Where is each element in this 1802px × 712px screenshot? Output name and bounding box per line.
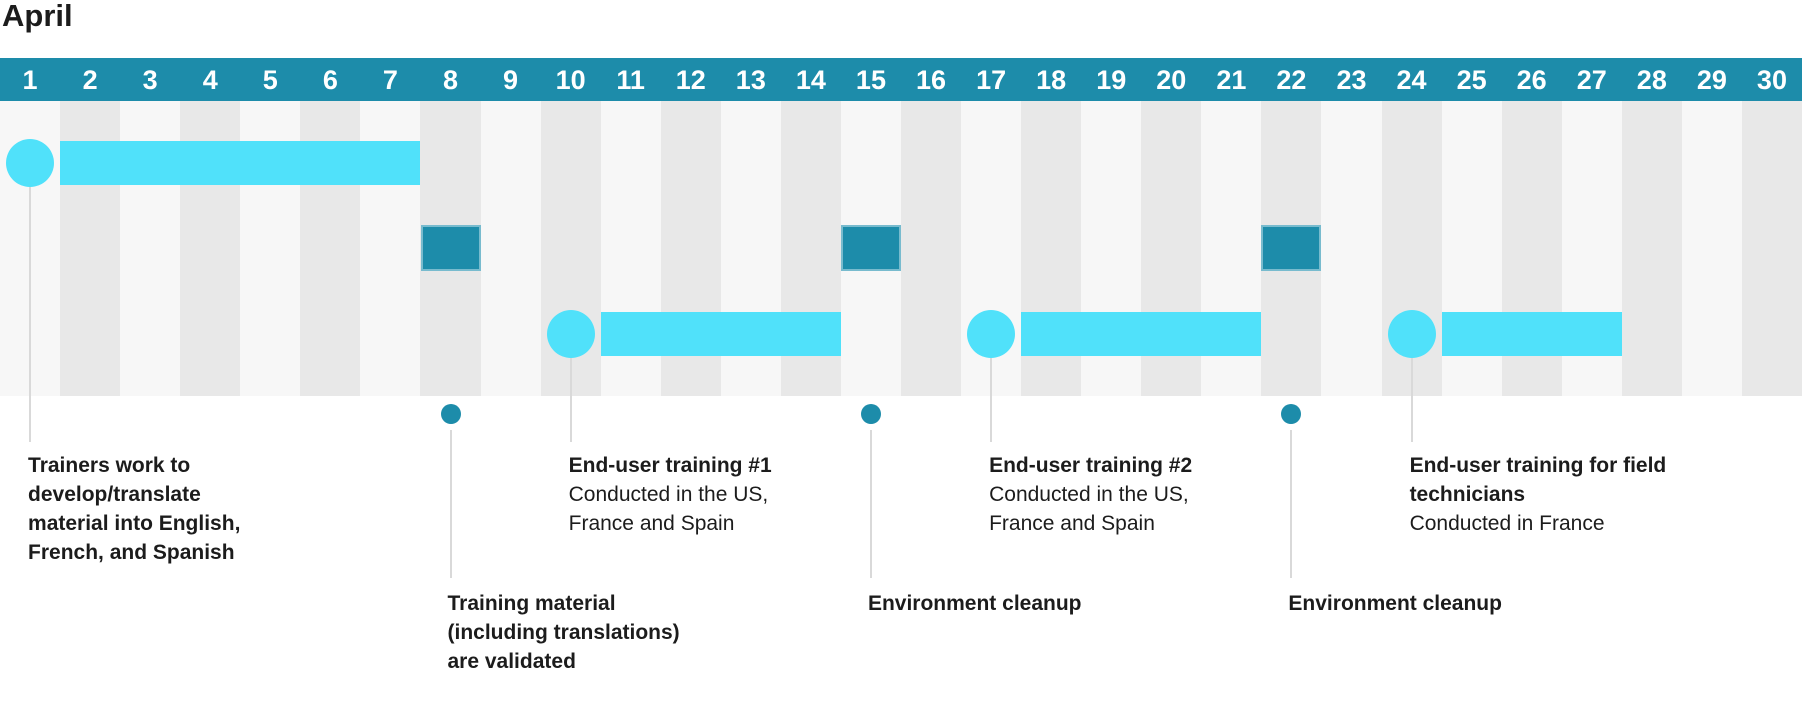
annotation-title-line: are validated [447, 650, 576, 673]
day-label: 29 [1696, 65, 1727, 95]
annotation-title-line: End-user training #1 [568, 454, 772, 477]
connector-line [869, 430, 872, 578]
connector-line [990, 358, 993, 442]
task-bar [600, 312, 841, 356]
day-label: 20 [1156, 65, 1187, 95]
day-label: 12 [675, 65, 706, 95]
milestone-dot [1281, 404, 1302, 424]
day-label: 16 [916, 65, 947, 95]
day-stripe [1741, 101, 1802, 396]
annotation-title-line: End-user training for field [1409, 454, 1667, 477]
annotation: End-user training for field technicians Co… [1410, 451, 1667, 538]
day-label: 27 [1576, 65, 1607, 95]
annotation-title-line: Environment cleanup [1288, 592, 1502, 615]
day-label: 18 [1036, 65, 1067, 95]
day-stripe [1621, 101, 1682, 396]
day-label: 11 [616, 65, 645, 95]
day-label: 28 [1636, 65, 1667, 95]
day-label: 26 [1516, 65, 1547, 95]
day-label: 17 [976, 65, 1007, 95]
day-label: 24 [1396, 65, 1427, 95]
day-label: 8 [442, 65, 458, 95]
connector-line [29, 187, 32, 442]
day-label: 23 [1336, 65, 1367, 95]
annotation-title-line: Environment cleanup [867, 592, 1082, 615]
day-label: 4 [202, 65, 218, 95]
day-label: 10 [555, 65, 586, 95]
day-label: 13 [735, 65, 766, 95]
annotation: End-user training #1 Conducted in the US,… [569, 451, 772, 538]
task-start-circle [967, 310, 1016, 358]
milestone-dot [860, 404, 881, 424]
annotation-detail-line: Conducted in France [1409, 512, 1605, 535]
annotation-detail-line: France and Spain [989, 512, 1155, 535]
calendar-header: 1 2 3 4 5 6 7 8 9 10 11 12 13 14 15 16 17 18 19 20 21 22 23 24 2… [0, 58, 1802, 101]
annotation: Training material (including translations… [448, 589, 680, 676]
day-label: 14 [795, 65, 826, 95]
day-label: 19 [1096, 65, 1127, 95]
task-bar [60, 141, 421, 185]
day-label: 21 [1216, 65, 1247, 95]
day-label: 15 [855, 65, 886, 95]
annotation-title-line: French, and Spanish [28, 541, 235, 564]
task-bar [1021, 312, 1262, 356]
annotation-title-line: material into English, [28, 512, 241, 535]
annotation-title-line: technicians [1409, 483, 1526, 506]
task-bar [1441, 312, 1622, 356]
milestone-square [840, 225, 901, 271]
annotation-detail-line: Conducted in the US, [989, 483, 1189, 506]
annotation-title-line: End-user training #2 [989, 454, 1193, 477]
connector-line [449, 430, 452, 578]
day-stripe [901, 101, 962, 396]
connector-line [1290, 430, 1293, 578]
annotation-detail-line: France and Spain [568, 512, 735, 535]
day-label: 30 [1756, 65, 1787, 95]
connector-line [1410, 358, 1413, 442]
day-label: 22 [1276, 65, 1307, 95]
task-start-circle [6, 139, 55, 187]
milestone-square [420, 225, 481, 271]
day-label: 1 [22, 65, 38, 95]
annotation-title-line: develop/translate [28, 483, 201, 506]
annotation: Environment cleanup [1288, 589, 1502, 618]
day-label: 5 [262, 65, 278, 95]
month-title: April [2, 0, 73, 33]
day-label: 7 [382, 65, 398, 95]
milestone-square [1261, 225, 1322, 271]
day-label: 3 [142, 65, 158, 95]
annotation: End-user training #2 Conducted in the US,… [989, 451, 1192, 538]
day-label: 6 [322, 65, 338, 95]
day-label: 25 [1456, 65, 1487, 95]
connector-line [569, 358, 572, 442]
annotation-title-line: Trainers work to [28, 454, 191, 477]
annotation: Trainers work to develop/translate materia… [28, 451, 240, 567]
annotation: Environment cleanup [868, 589, 1082, 618]
annotation-title-line: (including translations) [447, 621, 680, 644]
day-label: 9 [503, 65, 519, 95]
annotation-detail-line: Conducted in the US, [568, 483, 769, 506]
annotation-title-line: Training material [447, 592, 616, 615]
milestone-dot [440, 404, 461, 424]
task-start-circle [1387, 310, 1436, 358]
task-start-circle [546, 310, 595, 358]
day-label: 2 [82, 65, 98, 95]
